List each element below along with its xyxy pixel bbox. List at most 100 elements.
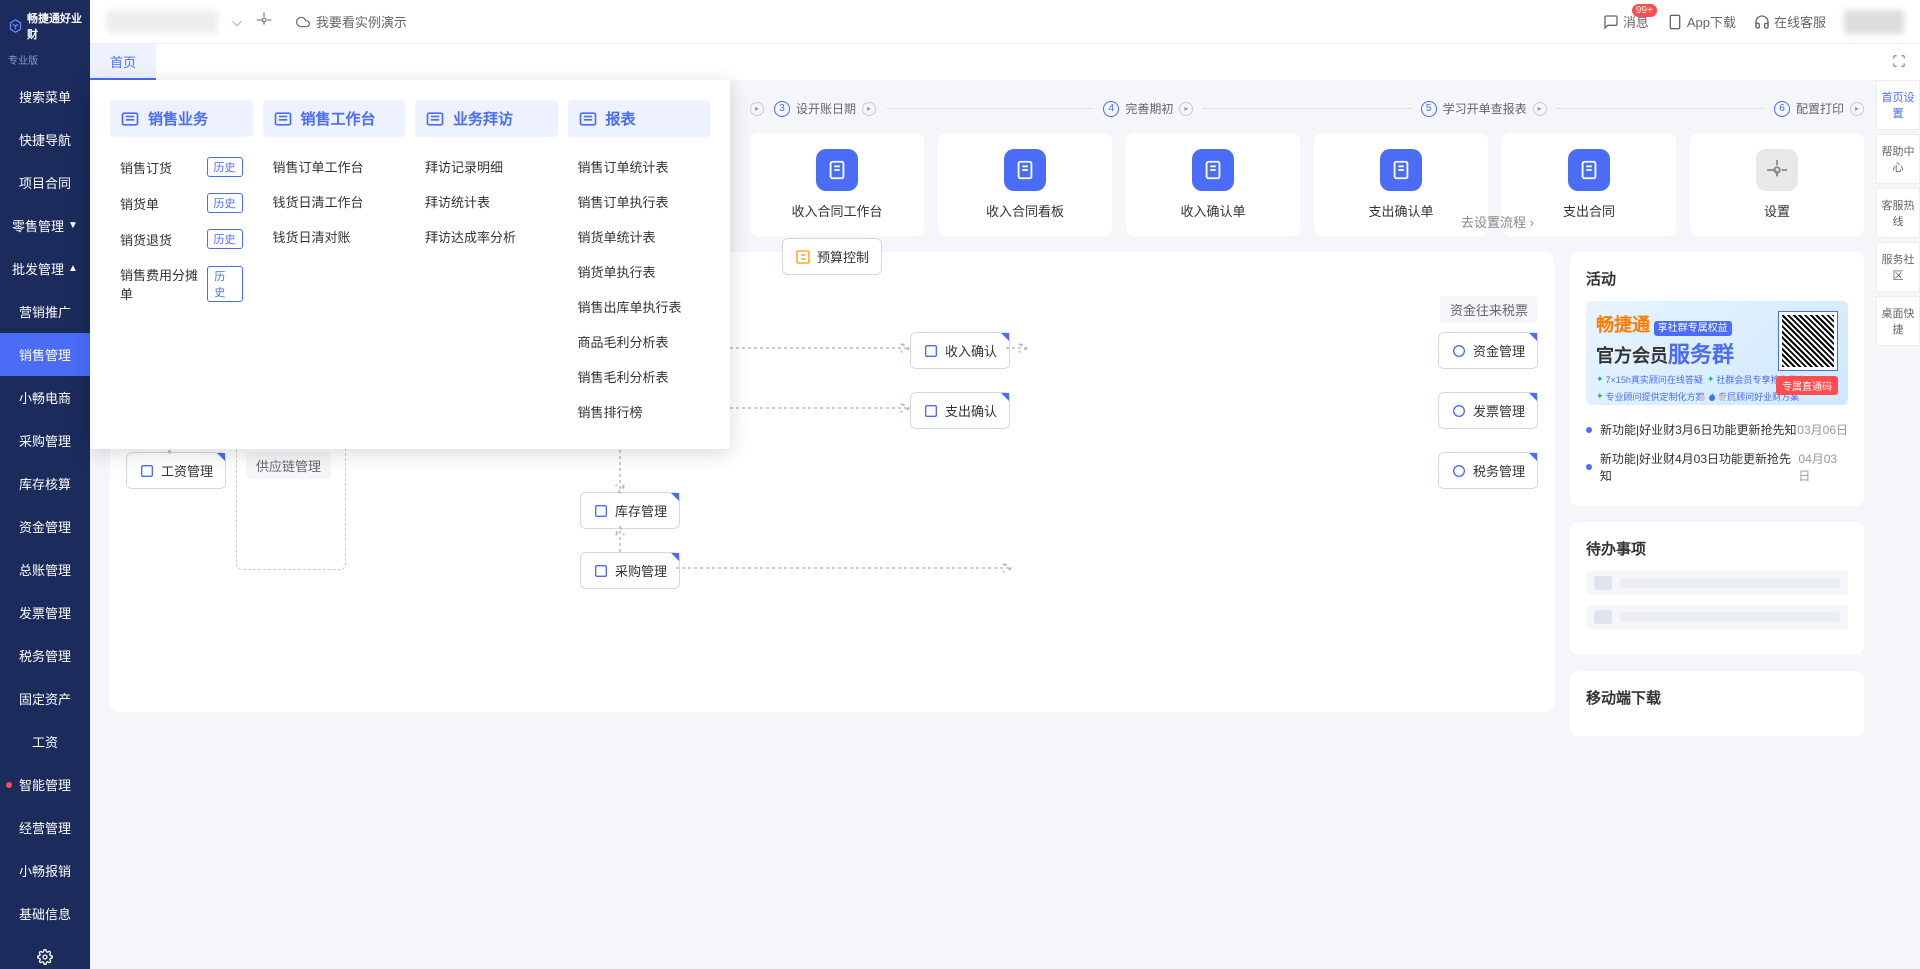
quick-card[interactable]: 设置 — [1690, 133, 1864, 236]
quick-card[interactable]: 收入确认单 — [1126, 133, 1300, 236]
phone-icon — [1667, 14, 1683, 30]
sidebar-settings[interactable] — [0, 935, 90, 969]
document-icon — [1004, 149, 1046, 191]
mega-item[interactable]: 销售排行榜 — [568, 394, 711, 429]
flow-stock[interactable]: 库存管理 — [580, 492, 680, 529]
sidebar-items: 搜索菜单快捷导航项目合同零售管理▼批发管理▲营销推广销售管理小畅电商采购管理库存… — [0, 75, 90, 935]
quick-card[interactable]: 收入合同工作台 — [750, 133, 924, 236]
mega-item[interactable]: 销售订单工作台 — [263, 149, 406, 184]
sidebar-item[interactable]: 库存核算 — [0, 462, 90, 505]
rail-item[interactable]: 桌面快捷 — [1876, 296, 1920, 346]
flow-tax[interactable]: 税务管理 — [1438, 452, 1538, 489]
document-icon — [1192, 149, 1234, 191]
todo-skeleton — [1586, 571, 1848, 595]
messages-button[interactable]: 消息 99+ — [1603, 12, 1649, 31]
sidebar-item[interactable]: 固定资产 — [0, 677, 90, 720]
rail-item[interactable]: 帮助中心 — [1876, 134, 1920, 184]
tabs-bar: 首页 — [90, 44, 1920, 80]
sidebar-item[interactable]: 搜索菜单 — [0, 75, 90, 118]
mega-header: 报表 — [568, 100, 711, 137]
sidebar-item[interactable]: 快捷导航 — [0, 118, 90, 161]
mobile-title: 移动端下载 — [1586, 687, 1848, 708]
sidebar-item[interactable]: 智能管理 — [0, 763, 90, 806]
mega-item[interactable]: 拜访统计表 — [415, 184, 558, 219]
mega-item[interactable]: 钱货日清对账 — [263, 219, 406, 254]
goto-flow-link[interactable]: 去设置流程 › — [1461, 212, 1534, 231]
step[interactable]: 5学习开单查报表▸ — [1421, 100, 1547, 117]
org-settings-icon[interactable] — [256, 12, 272, 31]
step[interactable]: 3设开账日期▸ — [774, 100, 876, 117]
mega-item[interactable]: 销售订货历史 — [110, 149, 253, 185]
sidebar-item[interactable]: 基础信息 — [0, 892, 90, 935]
mega-item[interactable]: 拜访记录明细 — [415, 149, 558, 184]
todo-skeleton — [1586, 605, 1848, 629]
tab-home[interactable]: 首页 — [90, 44, 156, 80]
sidebar-item[interactable]: 发票管理 — [0, 591, 90, 634]
sidebar-item[interactable]: 税务管理 — [0, 634, 90, 677]
history-badge[interactable]: 历史 — [207, 229, 243, 249]
rail-item[interactable]: 首页设置 — [1876, 80, 1920, 130]
flow-budget[interactable]: 预算控制 — [782, 238, 882, 275]
sidebar-item[interactable]: 小畅报销 — [0, 849, 90, 892]
mega-item[interactable]: 商品毛利分析表 — [568, 324, 711, 359]
rail-item[interactable]: 服务社区 — [1876, 242, 1920, 292]
quick-card[interactable]: 收入合同看板 — [938, 133, 1112, 236]
sidebar-item[interactable]: 零售管理▼ — [0, 204, 90, 247]
promo-banner[interactable]: 畅捷通 享社群专属权益 官方会员服务群 ✦7×15h真实顾问在线答疑✦社群会员专… — [1586, 301, 1848, 405]
history-badge[interactable]: 历史 — [207, 157, 243, 177]
mega-item[interactable]: 拜访达成率分析 — [415, 219, 558, 254]
fullscreen-button[interactable] — [1878, 54, 1920, 71]
user-avatar-blurred[interactable] — [1844, 10, 1904, 34]
mobile-panel: 移动端下载 — [1570, 671, 1864, 736]
sidebar-item[interactable]: 采购管理 — [0, 419, 90, 462]
demo-link[interactable]: 我要看实例演示 — [296, 12, 407, 31]
mega-item[interactable]: 销货单执行表 — [568, 254, 711, 289]
chevron-down-icon: ⌵ — [232, 14, 242, 30]
news-item[interactable]: 新功能|好业财3月6日功能更新抢先知03月06日 — [1586, 415, 1848, 444]
sidebar-item[interactable]: 批发管理▲ — [0, 247, 90, 290]
org-selector[interactable]: ⌵ — [106, 10, 242, 33]
carousel-dots[interactable] — [1699, 395, 1735, 401]
rail-item[interactable]: 客服热线 — [1876, 188, 1920, 238]
mega-item[interactable]: 销售毛利分析表 — [568, 359, 711, 394]
mega-item[interactable]: 销售订单统计表 — [568, 149, 711, 184]
flow-invoice[interactable]: 发票管理 — [1438, 392, 1538, 429]
flow-income-ok[interactable]: 收入确认 — [910, 332, 1010, 369]
step[interactable]: 6配置打印▸ — [1774, 100, 1864, 117]
sidebar-item[interactable]: 营销推广 — [0, 290, 90, 333]
mega-item[interactable]: 销货退货历史 — [110, 221, 253, 257]
sidebar-item[interactable]: 资金管理 — [0, 505, 90, 548]
step-play-icon[interactable]: ▸ — [750, 102, 764, 116]
mega-item[interactable]: 销售出库单执行表 — [568, 289, 711, 324]
history-badge[interactable]: 历史 — [207, 266, 242, 302]
flow-salary[interactable]: 工资管理 — [126, 452, 226, 489]
mega-item[interactable]: 销售订单执行表 — [568, 184, 711, 219]
step[interactable]: 4完善期初▸ — [1103, 100, 1193, 117]
mega-item[interactable]: 销货单统计表 — [568, 219, 711, 254]
sidebar-item[interactable]: 销售管理 — [0, 333, 90, 376]
app-download-button[interactable]: App下载 — [1667, 12, 1736, 31]
sidebar-item[interactable]: 经营管理 — [0, 806, 90, 849]
activity-title: 活动 — [1586, 268, 1848, 289]
qr-label: 专属直通码 — [1776, 376, 1838, 395]
chevron-right-icon: › — [1530, 215, 1534, 230]
logo-icon — [8, 17, 23, 35]
news-item[interactable]: 新功能|好业财4月03日功能更新抢先知04月03日 — [1586, 444, 1848, 490]
mega-item[interactable]: 销货单历史 — [110, 185, 253, 221]
flow-purchase[interactable]: 采购管理 — [580, 552, 680, 589]
mega-item[interactable]: 钱货日清工作台 — [263, 184, 406, 219]
mega-header: 销售业务 — [110, 100, 253, 137]
flow-expense-ok[interactable]: 支出确认 — [910, 392, 1010, 429]
top-header: ⌵ 我要看实例演示 消息 99+ App下载 在线客服 — [90, 0, 1920, 44]
history-badge[interactable]: 历史 — [207, 193, 243, 213]
document-icon — [816, 149, 858, 191]
mega-item[interactable]: 销售费用分摊单历史 — [110, 257, 253, 311]
flow-fund[interactable]: 资金管理 — [1438, 332, 1538, 369]
logo-edition: 专业版 — [0, 52, 90, 75]
sidebar-item[interactable]: 小畅电商 — [0, 376, 90, 419]
cloud-icon — [296, 15, 310, 29]
support-button[interactable]: 在线客服 — [1754, 12, 1826, 31]
sidebar-item[interactable]: 工资 — [0, 720, 90, 763]
sidebar-item[interactable]: 总账管理 — [0, 548, 90, 591]
sidebar-item[interactable]: 项目合同 — [0, 161, 90, 204]
